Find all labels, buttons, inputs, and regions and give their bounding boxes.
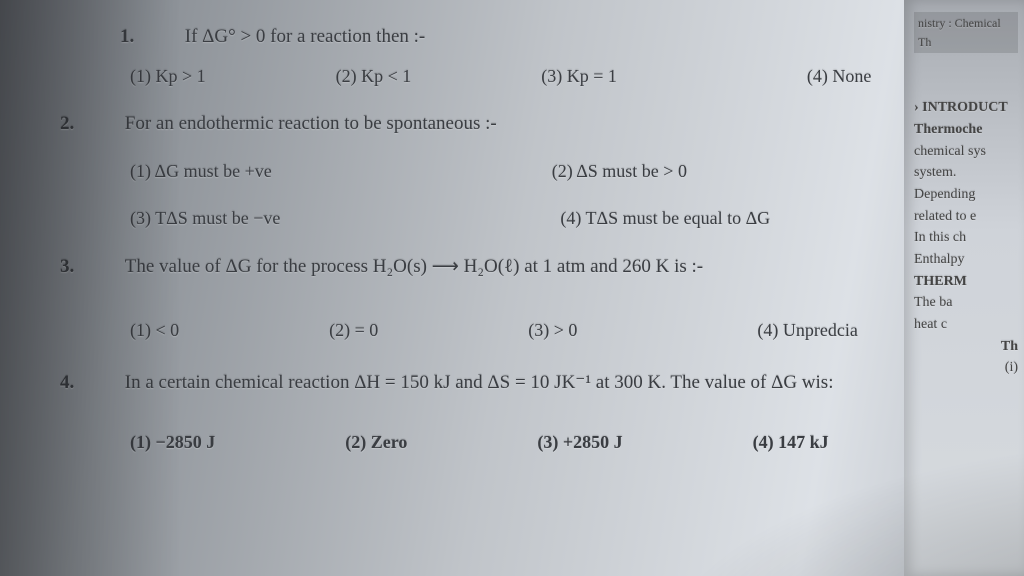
q4-stem: In a certain chemical reaction ΔH = 150 … [125, 372, 834, 393]
side-line-10: heat c [914, 314, 1018, 336]
q3-opt-4: (4) Unpredcia [757, 320, 857, 341]
side-line-14: (i) [914, 357, 1018, 379]
q2-opt-3: (3) TΔS must be −ve [130, 208, 280, 229]
q3-opt-2: (2) = 0 [329, 320, 378, 341]
q4-number: 4. [60, 372, 120, 394]
q3-opt-1: (1) < 0 [130, 320, 179, 341]
q4-opt-1: (1) −2850 J [130, 432, 215, 453]
q2-number: 2. [60, 113, 120, 135]
side-line-6: Enthalpy [914, 249, 1018, 271]
question-3: 3. The value of ΔG for the process H₂O(s… [60, 255, 1024, 278]
q4-opt-3: (3) +2850 J [537, 432, 622, 453]
q1-opt-4: (4) None [807, 66, 871, 87]
side-line-8: THERM [914, 271, 1018, 293]
q2-stem: For an endothermic reaction to be sponta… [125, 113, 497, 134]
question-4: 4. In a certain chemical reaction ΔH = 1… [60, 371, 1024, 394]
q3-stem: The value of ΔG for the process H₂O(s) ⟶… [125, 256, 703, 277]
side-line-3: Depending [914, 184, 1018, 206]
q2-options-row2: (3) TΔS must be −ve (4) TΔS must be equa… [130, 208, 1024, 229]
q2-opt-2: (2) ΔS must be > 0 [552, 161, 687, 182]
question-2: 2. For an endothermic reaction to be spo… [60, 113, 1024, 135]
side-line-9: The ba [914, 292, 1018, 314]
q4-opt-4: (4) 147 kJ [753, 432, 829, 453]
q1-stem: If ΔG° > 0 for a reaction then :- [185, 26, 426, 47]
q3-number: 3. [60, 256, 120, 278]
q1-opt-2: (2) Kp < 1 [336, 66, 412, 87]
side-line-5: In this ch [914, 227, 1018, 249]
side-header: nistry : Chemical Th [914, 12, 1018, 53]
q2-options-row1: (1) ΔG must be +ve (2) ΔS must be > 0 [130, 161, 1024, 182]
q1-opt-1: (1) Kp > 1 [130, 66, 206, 87]
side-line-1: chemical sys [914, 141, 1018, 163]
question-1: 1. If ΔG° > 0 for a reaction then :- [120, 26, 1024, 48]
side-column: nistry : Chemical Th › INTRODUCT Thermoc… [904, 0, 1024, 576]
q2-opt-4: (4) TΔS must be equal to ΔG [560, 208, 770, 229]
side-line-0: Thermoche [914, 119, 1018, 141]
q3-options: (1) < 0 (2) = 0 (3) > 0 (4) Unpredcia [130, 320, 1024, 341]
side-line-4: related to e [914, 206, 1018, 228]
side-line-13: Th [914, 336, 1018, 358]
q1-number: 1. [120, 26, 180, 48]
q1-options: (1) Kp > 1 (2) Kp < 1 (3) Kp = 1 (4) Non… [130, 66, 1024, 87]
q4-options: (1) −2850 J (2) Zero (3) +2850 J (4) 147… [130, 432, 1024, 453]
q1-opt-3: (3) Kp = 1 [541, 66, 617, 87]
q2-opt-1: (1) ΔG must be +ve [130, 161, 272, 182]
q4-opt-2: (2) Zero [345, 432, 407, 453]
side-line-2: system. [914, 162, 1018, 184]
side-section-title: › INTRODUCT [914, 97, 1018, 119]
q3-opt-3: (3) > 0 [528, 320, 577, 341]
